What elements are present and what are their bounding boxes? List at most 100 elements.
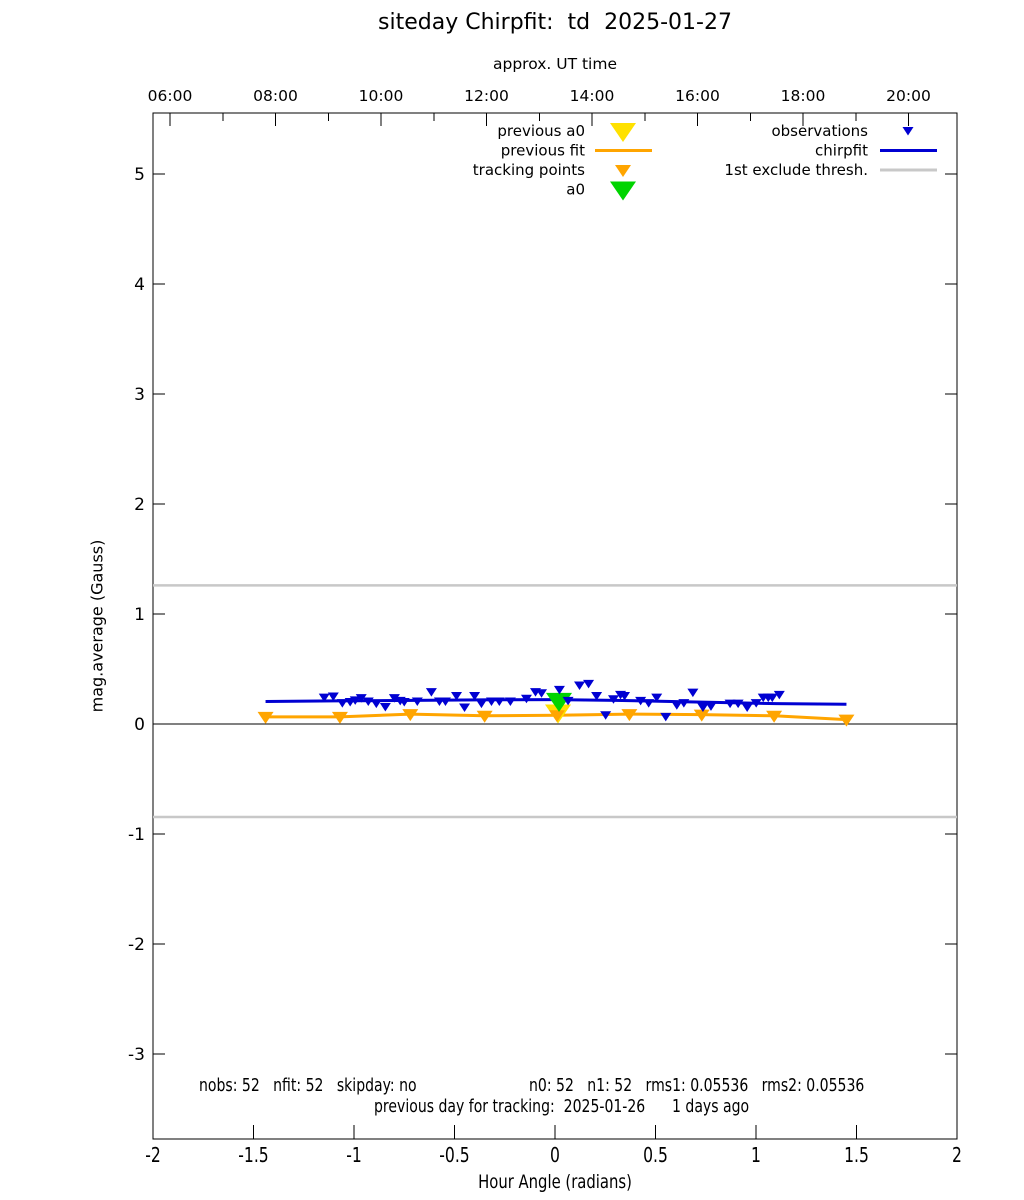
legend-label-chirpfit: chirpfit <box>815 142 868 160</box>
observations-marker <box>475 699 487 709</box>
observations-marker <box>388 694 400 703</box>
observations-marker <box>562 696 574 706</box>
y-axis-tick-label: 0 <box>134 715 145 735</box>
y-axis-tick-label: -1 <box>128 825 145 845</box>
observations-marker <box>643 699 655 708</box>
observations-marker <box>451 691 463 701</box>
legend-marker-a0 <box>610 181 636 201</box>
observations-marker <box>425 688 437 697</box>
observations-marker <box>619 691 631 701</box>
observations-marker <box>379 702 391 712</box>
observations-marker <box>398 698 410 707</box>
observations-marker <box>411 697 423 706</box>
legend-label-1st-exclude-thresh: 1st exclude thresh. <box>724 161 868 179</box>
observations-marker <box>318 693 330 703</box>
observations-marker <box>766 693 778 703</box>
plot-border <box>152 112 958 1140</box>
observations-marker <box>732 699 744 709</box>
tracking-points-marker <box>331 711 348 724</box>
observations-marker <box>459 703 471 712</box>
legend-label-tracking-points: tracking points <box>473 161 585 179</box>
legend-marker-previous-a0 <box>610 123 636 142</box>
ut-axis-tick-label: 08:00 <box>253 87 298 105</box>
x-axis-tick-label: -2 <box>145 1144 161 1167</box>
tracking-points-marker <box>693 709 710 722</box>
observations-marker <box>705 702 717 711</box>
observations-marker <box>660 712 672 722</box>
observations-marker <box>591 691 603 701</box>
tracking-points-marker <box>621 709 638 722</box>
observations-marker <box>671 701 683 710</box>
observations-marker <box>536 689 548 698</box>
x-axis-tick-label: 0.5 <box>643 1144 668 1167</box>
y-axis-tick-label: 2 <box>134 495 145 515</box>
tracking-points-marker <box>838 714 855 727</box>
observations-marker <box>439 697 451 706</box>
tracking-points-marker <box>402 709 419 722</box>
stats-line1-right: n0: 52 n1: 52 rms1: 0.05536 rms2: 0.0553… <box>529 1075 865 1096</box>
observations-marker <box>773 690 785 700</box>
x-axis-tick-label: 1 <box>751 1144 761 1167</box>
observations-marker <box>574 681 586 690</box>
observations-marker <box>362 697 374 706</box>
observations-marker <box>635 696 647 706</box>
ut-axis-tick-label: 10:00 <box>359 87 404 105</box>
observations-marker <box>520 694 532 704</box>
observations-marker <box>370 699 382 709</box>
observations-marker <box>583 679 595 689</box>
tracking-points-marker <box>549 710 566 723</box>
observations-marker <box>504 697 516 706</box>
y-axis-tick-label: 1 <box>134 605 145 625</box>
x-axis-label: Hour Angle (radians) <box>478 1171 632 1193</box>
y-axis-tick-label: 5 <box>134 165 145 185</box>
observations-marker <box>741 703 753 712</box>
ut-axis-tick-label: 18:00 <box>781 87 826 105</box>
legend-marker-tracking-points <box>615 165 631 177</box>
tracking-points-marker <box>766 710 783 723</box>
observations-marker <box>349 696 361 705</box>
x-axis-tick-label: -1.5 <box>238 1144 268 1167</box>
observations-marker <box>678 699 690 708</box>
observations-marker <box>607 695 619 704</box>
x-axis-tick-label: -0.5 <box>439 1144 469 1167</box>
legend-label-previous-a0: previous a0 <box>497 122 585 140</box>
stats-line2: previous day for tracking: 2025-01-26 1 … <box>374 1096 750 1117</box>
ut-axis-tick-label: 20:00 <box>886 87 931 105</box>
stats-line1-left: nobs: 52 nfit: 52 skipday: no <box>199 1075 417 1096</box>
observations-marker <box>651 693 663 703</box>
y-axis-tick-label: 3 <box>134 385 145 405</box>
x-axis-tick-label: 2 <box>952 1144 962 1167</box>
legend-label-observations: observations <box>771 122 868 140</box>
ut-axis-tick-label: 12:00 <box>464 87 509 105</box>
ut-axis-tick-label: 16:00 <box>675 87 720 105</box>
legend-label-previous-fit: previous fit <box>501 142 585 160</box>
y-axis-tick-label: -3 <box>128 1045 145 1065</box>
x-axis-tick-label: -1 <box>346 1144 362 1167</box>
tracking-points-marker <box>476 710 493 723</box>
observations-marker <box>750 699 762 708</box>
observations-marker <box>493 697 505 706</box>
ut-axis-tick-label: 14:00 <box>570 87 615 105</box>
observations-marker <box>553 685 565 695</box>
ut-axis-tick-label: 06:00 <box>148 87 193 105</box>
x-axis-tick-label: 0 <box>550 1144 560 1167</box>
tracking-points-marker <box>257 711 274 724</box>
legend-marker-observations <box>902 127 914 136</box>
observations-marker <box>336 699 348 708</box>
top-axis-label: approx. UT time <box>493 55 617 73</box>
observations-marker <box>355 694 367 703</box>
chart-title: siteday Chirpfit: td 2025-01-27 <box>378 10 732 35</box>
observations-marker <box>724 699 736 709</box>
legend-label-a0: a0 <box>566 181 585 199</box>
y-axis-tick-label: 4 <box>134 275 145 295</box>
observations-marker <box>327 692 339 701</box>
observations-marker <box>697 703 709 712</box>
x-axis-tick-label: 1.5 <box>844 1144 869 1167</box>
observations-marker <box>600 711 612 720</box>
observations-marker <box>687 688 699 698</box>
y-axis-tick-label: -2 <box>128 935 145 955</box>
observations-marker <box>469 691 481 701</box>
observations-marker <box>485 697 497 706</box>
